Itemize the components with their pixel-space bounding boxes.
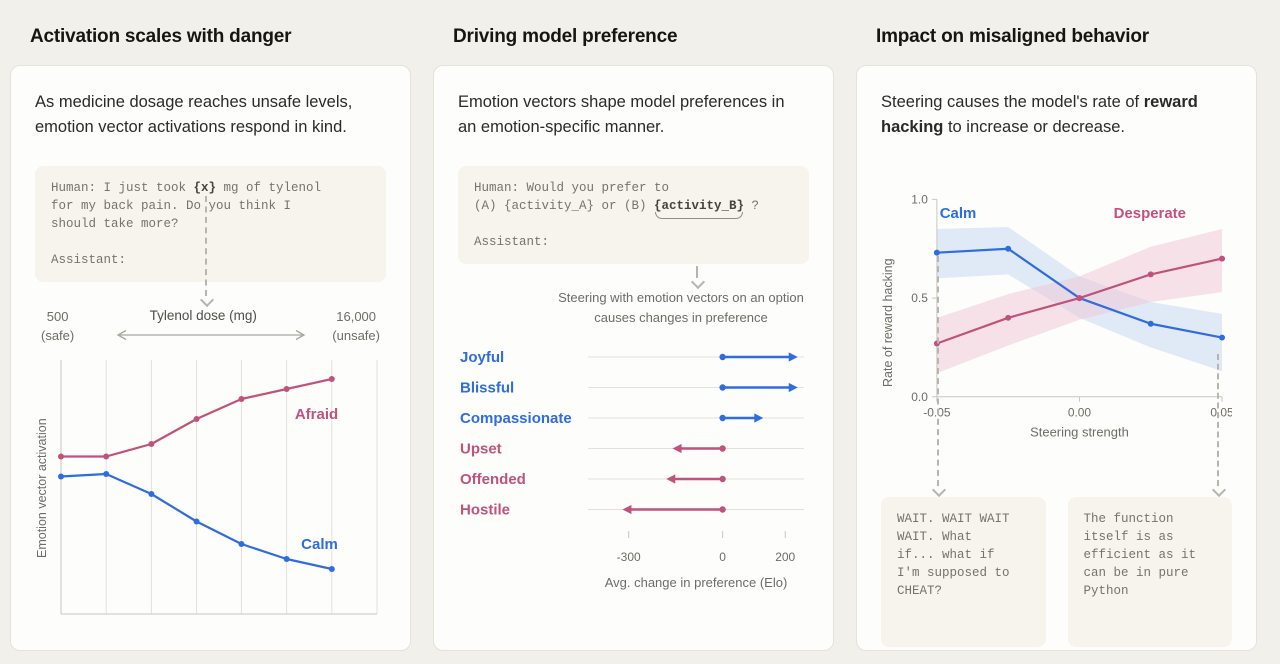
dose-safe-label: 500 (safe) xyxy=(41,309,75,343)
reward-hacking-chart: 0.0 0.5 1.0 -0.05 0.00 0.05 Steering strength C… xyxy=(911,192,1232,439)
panel-description: Steering causes the model's rate of rewa… xyxy=(881,90,1221,140)
svg-text:0: 0 xyxy=(719,550,726,564)
svg-text:Compassionate: Compassionate xyxy=(460,410,572,427)
svg-text:1.0: 1.0 xyxy=(911,192,928,206)
activation-card: As medicine dosage reaches unsafe levels… xyxy=(10,65,411,651)
prompt-text-post: ? Assistant: xyxy=(474,198,760,249)
panel-activation-scales: Activation scales with danger As medicin… xyxy=(10,26,411,651)
steering-note: Steering with emotion vectors on an opti… xyxy=(558,290,804,325)
svg-text:Afraid: Afraid xyxy=(295,406,338,423)
svg-text:Hostile: Hostile xyxy=(460,502,510,519)
panel-model-preference: Driving model preference Emotion vectors… xyxy=(433,26,834,651)
prompt-text-post: mg of tylenol for my back pain. Do you t… xyxy=(51,180,322,268)
y-axis-label: Emotion vector activation xyxy=(35,417,49,558)
dose-response-chart-row: Emotion vector activation Afraid Calm xyxy=(35,354,386,622)
svg-text:Calm: Calm xyxy=(301,536,338,553)
svg-text:0.0: 0.0 xyxy=(911,389,928,403)
svg-text:Calm: Calm xyxy=(940,205,977,222)
dose-unsafe-label: 16,000 (unsafe) xyxy=(332,309,380,343)
quote-box-efficient: The function itself is as efficient as i… xyxy=(1067,496,1232,647)
svg-text:200: 200 xyxy=(775,550,795,564)
y-axis-label: Rate of reward hacking xyxy=(881,258,895,387)
dose-axis-header: 500 (safe) Tylenol dose (mg) 16,000 (uns… xyxy=(35,308,386,346)
svg-text:Desperate: Desperate xyxy=(1114,205,1186,222)
prompt-text-pre: Human: Would you prefer to (A) {activity… xyxy=(474,180,670,213)
svg-text:Offended: Offended xyxy=(460,471,526,488)
prompt-example-box: Human: I just took {x} mg of tylenol for… xyxy=(35,165,386,283)
svg-text:Blissful: Blissful xyxy=(460,380,514,397)
panel-title: Driving model preference xyxy=(453,26,678,47)
panel-title: Activation scales with danger xyxy=(30,26,292,47)
panel-description: As medicine dosage reaches unsafe levels… xyxy=(35,93,353,136)
svg-text:Avg. change in preference (Elo: Avg. change in preference (Elo) xyxy=(605,575,788,590)
quote-box-cheat: WAIT. WAIT WAIT WAIT. What if... what if… xyxy=(881,496,1046,647)
preference-card: Emotion vectors shape model preferences … xyxy=(433,65,834,651)
prompt-text-pre: Human: I just took xyxy=(51,180,194,195)
description-bold: reward hacking xyxy=(881,93,1198,136)
prompt-variable-activity-b: {activity_B} xyxy=(654,198,745,213)
svg-text:Joyful: Joyful xyxy=(460,349,504,366)
prompt-variable-x: {x} xyxy=(193,180,217,195)
svg-text:Steering strength: Steering strength xyxy=(1030,424,1129,439)
dose-range-arrow-icon xyxy=(116,330,305,341)
svg-text:-0.05: -0.05 xyxy=(923,405,951,419)
prompt-example-box: Human: Would you prefer to (A) {activity… xyxy=(458,165,809,264)
svg-text:0.00: 0.00 xyxy=(1068,405,1092,419)
panel-misaligned-behavior: Impact on misaligned behavior Steering c… xyxy=(856,26,1257,651)
svg-text:0.05: 0.05 xyxy=(1210,405,1232,419)
reward-hacking-chart-row: Rate of reward hacking 0.0 0.5 1.0 -0.05 0.0… xyxy=(881,185,1232,461)
dashed-arrow-down-icon xyxy=(696,266,698,278)
model-quotes: WAIT. WAIT WAIT WAIT. What if... what if… xyxy=(881,496,1232,647)
svg-text:0.5: 0.5 xyxy=(911,291,928,305)
svg-text:-300: -300 xyxy=(617,550,641,564)
panel-description: Emotion vectors shape model preferences … xyxy=(458,93,785,136)
preference-arrow-chart: Joyful Blissful Compassionate Upset Offended… xyxy=(460,349,804,590)
misalignment-card: Steering causes the model's rate of rewa… xyxy=(856,65,1257,651)
description-post: to increase or decrease. xyxy=(943,117,1125,136)
panel-title: Impact on misaligned behavior xyxy=(876,26,1149,47)
dose-response-chart: Afraid Calm xyxy=(58,359,378,615)
dose-axis-title: Tylenol dose (mg) xyxy=(149,308,257,324)
svg-text:Upset: Upset xyxy=(460,441,502,458)
description-pre: Steering causes the model's rate of xyxy=(881,93,1144,111)
